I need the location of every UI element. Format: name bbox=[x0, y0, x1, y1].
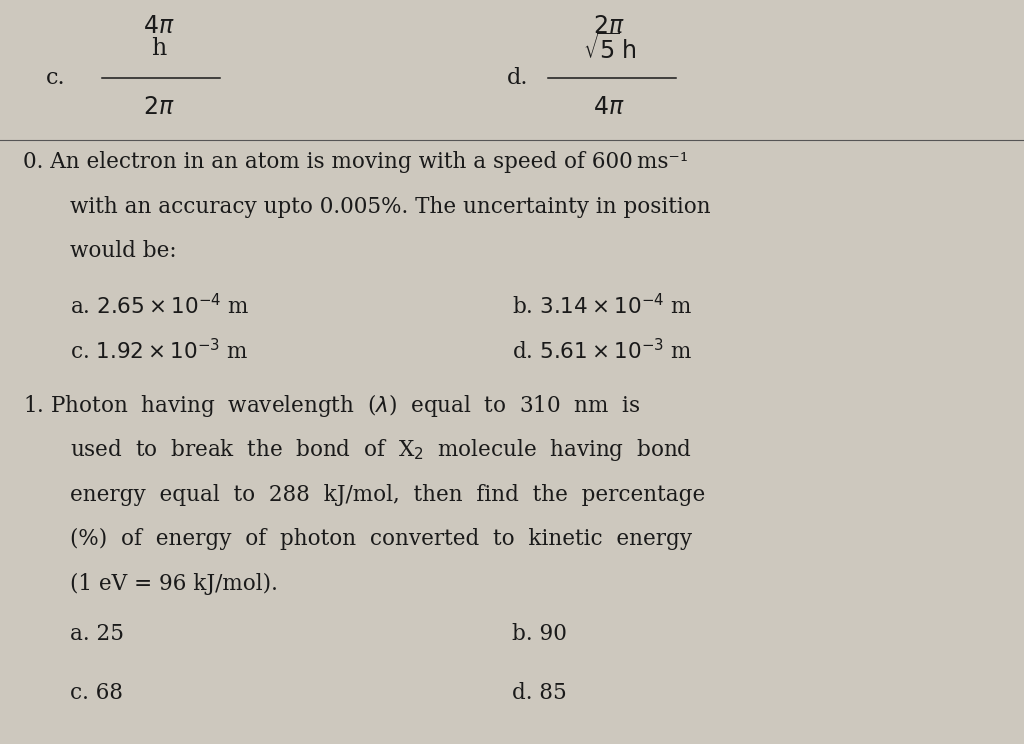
Text: $4\pi$: $4\pi$ bbox=[594, 97, 625, 119]
Text: $2\pi$: $2\pi$ bbox=[143, 97, 174, 119]
Text: energy  equal  to  288  kJ/mol,  then  find  the  percentage: energy equal to 288 kJ/mol, then find th… bbox=[70, 484, 705, 506]
Text: used  to  break  the  bond  of  X$_2$  molecule  having  bond: used to break the bond of X$_2$ molecule… bbox=[70, 437, 691, 463]
Text: (1 eV = 96 kJ/mol).: (1 eV = 96 kJ/mol). bbox=[70, 573, 278, 595]
Text: c.: c. bbox=[46, 67, 66, 89]
Text: b. 90: b. 90 bbox=[512, 623, 567, 645]
Text: $4\pi$: $4\pi$ bbox=[143, 15, 174, 37]
Text: a. $2.65 \times 10^{-4}$ m: a. $2.65 \times 10^{-4}$ m bbox=[70, 294, 249, 319]
Text: 1. Photon  having  wavelength  ($\lambda$)  equal  to  310  nm  is: 1. Photon having wavelength ($\lambda$) … bbox=[23, 392, 640, 419]
Text: a. 25: a. 25 bbox=[70, 623, 124, 645]
Text: d. 85: d. 85 bbox=[512, 682, 566, 705]
Text: c. 68: c. 68 bbox=[70, 682, 123, 705]
Text: $2\pi$: $2\pi$ bbox=[594, 15, 625, 37]
Text: (%)  of  energy  of  photon  converted  to  kinetic  energy: (%) of energy of photon converted to kin… bbox=[70, 528, 692, 551]
Text: d.: d. bbox=[507, 67, 528, 89]
Text: would be:: would be: bbox=[70, 240, 176, 263]
Text: with an accuracy upto 0.005%. The uncertainty in position: with an accuracy upto 0.005%. The uncert… bbox=[70, 196, 711, 218]
Text: h: h bbox=[152, 37, 166, 60]
Text: 0. An electron in an atom is moving with a speed of 600 ms⁻¹: 0. An electron in an atom is moving with… bbox=[23, 151, 688, 173]
Text: c. $1.92 \times 10^{-3}$ m: c. $1.92 \times 10^{-3}$ m bbox=[70, 339, 248, 364]
Text: $\sqrt{5}\,\mathrm{h}$: $\sqrt{5}\,\mathrm{h}$ bbox=[583, 33, 636, 64]
Text: b. $3.14 \times 10^{-4}$ m: b. $3.14 \times 10^{-4}$ m bbox=[512, 294, 692, 319]
Text: d. $5.61 \times 10^{-3}$ m: d. $5.61 \times 10^{-3}$ m bbox=[512, 339, 692, 364]
